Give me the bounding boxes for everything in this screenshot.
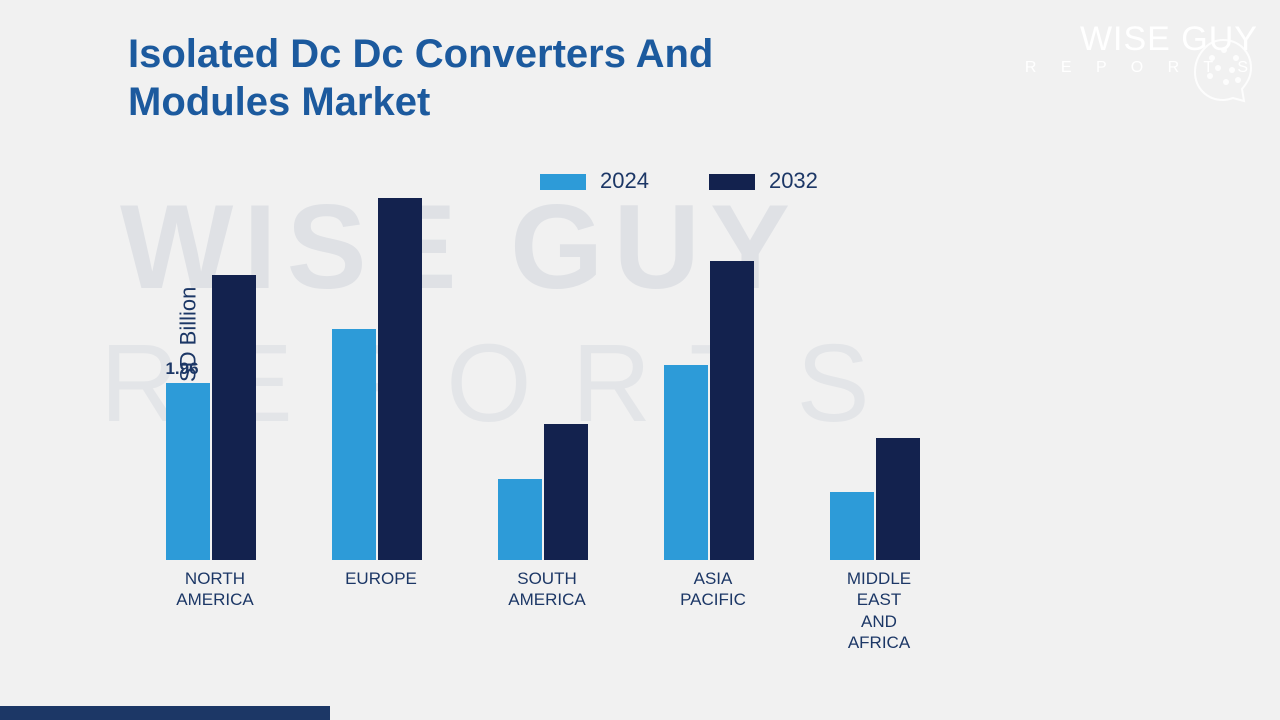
bar-2024 bbox=[664, 365, 708, 560]
stage: WISE GUY R E P O R T S Isolated Dc Dc Co… bbox=[0, 0, 1280, 720]
x-axis-label: EUROPE bbox=[311, 568, 451, 589]
bar-2032 bbox=[212, 275, 256, 560]
bar-2032 bbox=[544, 424, 588, 560]
bar-2032 bbox=[710, 261, 754, 560]
x-axis-label: NORTHAMERICA bbox=[145, 568, 285, 611]
bar-2032 bbox=[378, 198, 422, 560]
x-axis-label: SOUTHAMERICA bbox=[477, 568, 617, 611]
bar-2024 bbox=[830, 492, 874, 560]
bar-value-label: 1.96 bbox=[154, 359, 210, 379]
bar-2032 bbox=[876, 438, 920, 560]
chart: Market Size in USD Billion 1.96NORTHAMER… bbox=[90, 180, 970, 650]
bottom-accent-bar bbox=[0, 706, 330, 720]
x-axis-label: MIDDLEEASTANDAFRICA bbox=[809, 568, 949, 653]
x-axis-label: ASIAPACIFIC bbox=[643, 568, 783, 611]
brand-head-icon bbox=[1188, 36, 1258, 116]
bar-2024 bbox=[166, 383, 210, 560]
page-title: Isolated Dc Dc Converters And Modules Ma… bbox=[128, 30, 768, 126]
bar-2024 bbox=[498, 479, 542, 560]
brand-logo: WISE GUY R E P O R T S bbox=[1025, 22, 1258, 76]
plot-area: 1.96NORTHAMERICAEUROPESOUTHAMERICAASIAPA… bbox=[150, 180, 970, 560]
bar-2024 bbox=[332, 329, 376, 560]
